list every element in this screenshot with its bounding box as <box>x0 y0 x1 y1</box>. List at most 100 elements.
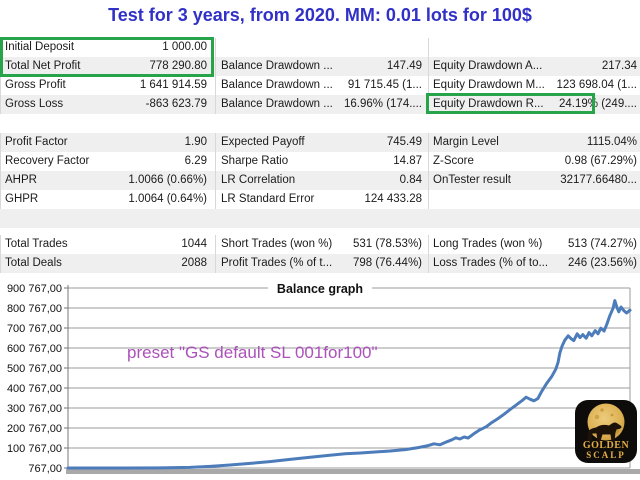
stat-cell: Recovery Factor 6.29 <box>0 152 215 171</box>
stat-cell: Total Net Profit 778 290.80 <box>0 57 215 76</box>
stat-cell: OnTester result 32177.66480... <box>428 171 640 190</box>
stat-value: 91 715.45 (1... <box>347 79 422 91</box>
table-row: AHPR 1.0066 (0.66%) LR Correlation 0.84 On… <box>0 171 640 190</box>
stat-cell: Profit Factor 1.90 <box>0 133 215 152</box>
table-row: Total Trades 1044 Short Trades (won %) 531… <box>0 235 640 254</box>
stat-value: 1.90 <box>184 136 207 148</box>
stat-cell: Equity Drawdown A... 217.34 <box>428 57 640 76</box>
stat-cell <box>215 38 428 57</box>
logo-text-scalp: SCALP <box>586 450 626 460</box>
table-row: Profit Factor 1.90 Expected Payoff 745.49 … <box>0 133 640 152</box>
stat-cell: Total Trades 1044 <box>0 235 215 254</box>
stat-value: 1 000.00 <box>162 41 207 53</box>
stat-label: OnTester result <box>433 174 511 186</box>
stat-value: 1115.04% <box>586 136 637 148</box>
stat-cell: AHPR 1.0066 (0.66%) <box>0 171 215 190</box>
stat-cell <box>428 38 640 57</box>
y-axis-tick-label: 500 767,00 <box>7 363 62 375</box>
stat-cell: Sharpe Ratio 14.87 <box>215 152 428 171</box>
page-title: Test for 3 years, from 2020. MM: 0.01 lo… <box>108 5 532 25</box>
table-spacer <box>0 209 640 228</box>
stat-label: Initial Deposit <box>5 41 75 53</box>
stat-value: 217.34 <box>601 60 637 72</box>
table-row: GHPR 1.0064 (0.64%) LR Standard Error 124 … <box>0 190 640 209</box>
stat-cell: GHPR 1.0064 (0.64%) <box>0 190 215 209</box>
table-row: Total Deals 2088 Profit Trades (% of t...… <box>0 254 640 273</box>
stat-cell <box>428 190 640 209</box>
stat-cell: Z-Score 0.98 (67.29%) <box>428 152 640 171</box>
stat-label: Profit Trades (% of t... <box>221 257 333 269</box>
stat-label: Balance Drawdown ... <box>221 79 333 91</box>
table-row: Recovery Factor 6.29 Sharpe Ratio 14.87 Z-… <box>0 152 640 171</box>
stat-label: Equity Drawdown A... <box>433 60 543 72</box>
stat-cell: Equity Drawdown R... 24.19% (249.... <box>428 95 640 114</box>
stat-value: 531 (78.53%) <box>352 238 422 250</box>
stat-cell: Total Deals 2088 <box>0 254 215 273</box>
stat-value: 513 (74.27%) <box>567 238 637 250</box>
stat-value: 1044 <box>181 238 207 250</box>
stat-value: 778 290.80 <box>149 60 207 72</box>
y-axis-tick-label: 400 767,00 <box>7 383 62 395</box>
stat-label: Short Trades (won %) <box>221 238 333 250</box>
stat-cell: Equity Drawdown M... 123 698.04 (1... <box>428 76 640 95</box>
preset-annotation: preset "GS default SL 001for100" <box>127 343 378 362</box>
stat-label: Equity Drawdown M... <box>433 79 545 91</box>
y-axis-tick-label: 900 767,00 <box>7 283 62 295</box>
y-axis-tick-label: 600 767,00 <box>7 343 62 355</box>
stat-cell: Profit Trades (% of t... 798 (76.44%) <box>215 254 428 273</box>
stat-value: 14.87 <box>393 155 422 167</box>
stat-value: 124 433.28 <box>364 193 422 205</box>
stat-label: GHPR <box>5 193 39 205</box>
stat-label: Sharpe Ratio <box>221 155 289 167</box>
stat-value: -863 623.79 <box>145 98 207 110</box>
logo-text-golden: GOLDEN <box>582 440 630 451</box>
stat-cell: LR Standard Error 124 433.28 <box>215 190 428 209</box>
stat-label: Balance Drawdown ... <box>221 60 333 72</box>
stat-label: Z-Score <box>433 155 474 167</box>
stat-value: 1 641 914.59 <box>139 79 207 91</box>
stat-value: 0.84 <box>399 174 422 186</box>
stat-label: Profit Factor <box>5 136 68 148</box>
table-spacer <box>0 114 640 133</box>
stat-cell: Initial Deposit 1 000.00 <box>0 38 215 57</box>
stat-label: Long Trades (won %) <box>433 238 543 250</box>
table-row: Gross Profit 1 641 914.59 Balance Drawdow… <box>0 76 640 95</box>
stat-cell: Short Trades (won %) 531 (78.53%) <box>215 235 428 254</box>
stat-label: Balance Drawdown ... <box>221 98 333 110</box>
stat-label: Total Trades <box>5 238 68 250</box>
stat-cell: Balance Drawdown ... 16.96% (174.... <box>215 95 428 114</box>
stat-label: Total Deals <box>5 257 62 269</box>
stat-label: Gross Loss <box>5 98 64 110</box>
stat-cell: Gross Loss -863 623.79 <box>0 95 215 114</box>
stat-value: 147.49 <box>386 60 422 72</box>
stat-value: 798 (76.44%) <box>352 257 422 269</box>
stat-cell: Margin Level 1115.04% <box>428 133 640 152</box>
stat-value: 32177.66480... <box>560 174 637 186</box>
stat-label: Equity Drawdown R... <box>433 98 544 110</box>
stat-value: 745.49 <box>386 136 422 148</box>
stat-label: Expected Payoff <box>221 136 305 148</box>
logo-moon-bear-icon <box>587 403 625 441</box>
stat-value: 16.96% (174.... <box>344 98 422 110</box>
table-row: Gross Loss -863 623.79 Balance Drawdown .… <box>0 95 640 114</box>
stat-cell: Balance Drawdown ... 147.49 <box>215 57 428 76</box>
golden-scalp-logo: GOLDEN SCALP <box>575 400 637 463</box>
y-axis-tick-label: 200 767,00 <box>7 423 62 435</box>
chart-title: Balance graph <box>0 280 640 298</box>
stat-value: 2088 <box>181 257 207 269</box>
stat-value: 123 698.04 (1... <box>556 79 637 91</box>
stat-label: Recovery Factor <box>5 155 90 167</box>
stat-value: 0.98 (67.29%) <box>564 155 637 167</box>
stats-table: Initial Deposit 1 000.00 Total Net Profit… <box>0 38 640 273</box>
y-axis-tick-label: 100 767,00 <box>7 443 62 455</box>
stat-value: 246 (23.56%) <box>567 257 637 269</box>
stat-label: Margin Level <box>433 136 499 148</box>
table-row: Total Net Profit 778 290.80 Balance Drawd… <box>0 57 640 76</box>
chart-title-text: Balance graph <box>267 282 373 296</box>
y-axis-tick-label: 767,00 <box>28 463 62 475</box>
stat-value: 24.19% (249.... <box>559 98 637 110</box>
stat-value: 6.29 <box>184 155 207 167</box>
stat-cell: Long Trades (won %) 513 (74.27%) <box>428 235 640 254</box>
y-axis-tick-label: 700 767,00 <box>7 323 62 335</box>
